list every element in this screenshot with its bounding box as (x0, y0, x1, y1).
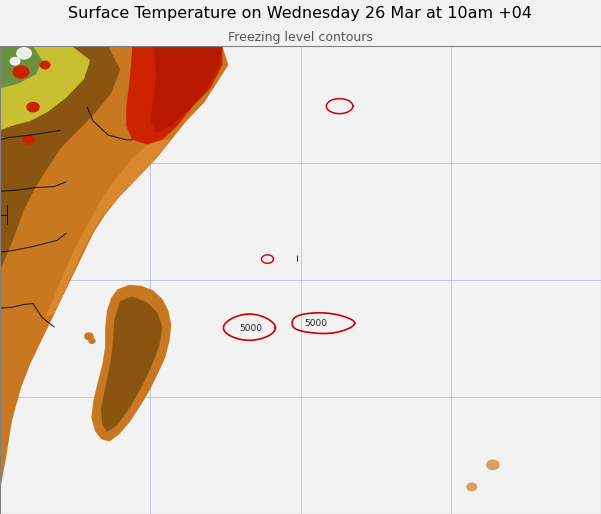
Text: 5000: 5000 (304, 319, 327, 327)
Circle shape (27, 102, 39, 112)
Circle shape (17, 48, 31, 59)
Text: Freezing level contours: Freezing level contours (228, 31, 373, 44)
Circle shape (40, 61, 50, 69)
Circle shape (85, 333, 93, 340)
Circle shape (89, 339, 95, 343)
Polygon shape (0, 46, 228, 514)
Circle shape (13, 66, 29, 78)
Text: Surface Temperature on Wednesday 26 Mar at 10am +04: Surface Temperature on Wednesday 26 Mar … (69, 6, 532, 22)
Polygon shape (0, 46, 120, 271)
Polygon shape (0, 121, 90, 303)
Circle shape (10, 58, 20, 65)
Polygon shape (0, 46, 90, 131)
Polygon shape (126, 46, 222, 144)
Circle shape (467, 483, 477, 490)
Polygon shape (150, 46, 222, 133)
Circle shape (23, 136, 34, 144)
Circle shape (487, 460, 499, 470)
Polygon shape (101, 297, 162, 432)
Text: 5000: 5000 (239, 324, 262, 333)
Polygon shape (45, 140, 171, 318)
Polygon shape (91, 285, 171, 442)
Polygon shape (0, 46, 42, 88)
